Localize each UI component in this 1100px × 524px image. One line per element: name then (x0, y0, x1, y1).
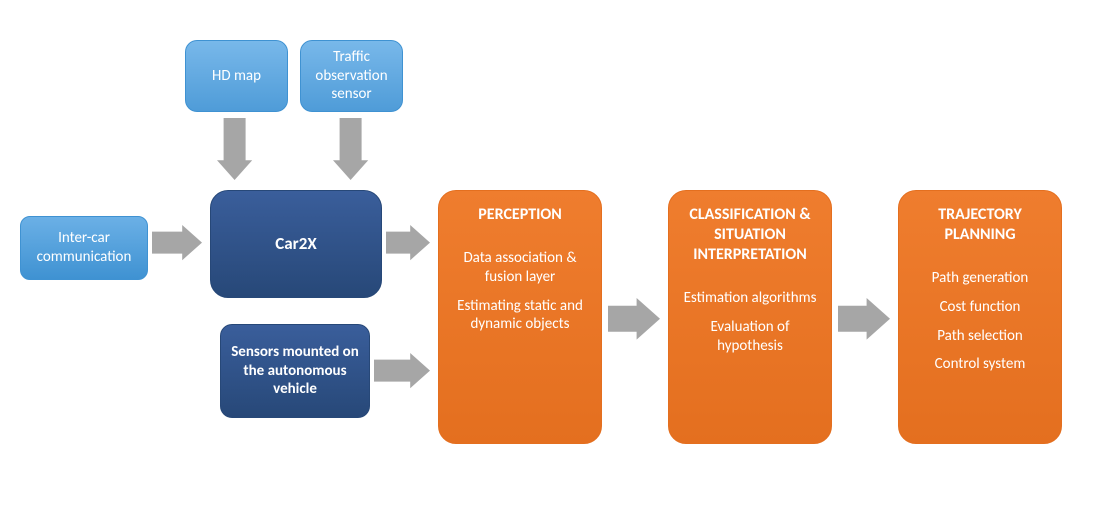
arrow-perception-to-classification (608, 298, 660, 340)
node-body-line: Cost function (932, 298, 1029, 317)
node-sensors: Sensors mounted on the autonomous vehicl… (220, 324, 370, 418)
node-body-line: Estimation algorithms (679, 289, 821, 308)
node-label: Sensors mounted on the autonomous vehicl… (231, 343, 359, 399)
node-classification: CLASSIFICATION & SITUATION INTERPRETATIO… (668, 190, 832, 444)
arrow-hdmap-to-car2x (217, 118, 252, 180)
arrow-traffic-to-car2x (333, 118, 368, 180)
node-perception: PERCEPTION Data association & fusion lay… (438, 190, 602, 444)
node-title: TRAJECTORY PLANNING (909, 205, 1051, 245)
arrow-intercar-to-car2x (152, 225, 202, 260)
arrow-car2x-to-perception (386, 225, 430, 260)
node-title: CLASSIFICATION & SITUATION INTERPRETATIO… (679, 205, 821, 265)
node-body-line: Path selection (932, 327, 1029, 346)
arrow-sensors-to-perception (374, 353, 430, 388)
node-label: Inter-car communication (31, 229, 137, 267)
node-label: HD map (212, 67, 261, 86)
node-hdmap: HD map (185, 40, 288, 112)
node-body-line: Path generation (932, 269, 1029, 288)
node-body-line: Estimating static and dynamic objects (449, 297, 591, 335)
node-traffic: Traffic observation sensor (300, 40, 403, 112)
node-body-line: Control system (932, 355, 1029, 374)
node-label: Traffic observation sensor (311, 48, 392, 104)
node-label: Car2X (275, 233, 316, 254)
node-car2x: Car2X (210, 190, 382, 298)
node-title: PERCEPTION (478, 205, 562, 225)
node-trajectory: TRAJECTORY PLANNING Path generation Cost… (898, 190, 1062, 444)
node-intercar: Inter-car communication (20, 216, 148, 280)
node-body-line: Data association & fusion layer (449, 249, 591, 287)
arrow-classification-to-trajectory (838, 298, 890, 340)
node-body-line: Evaluation of hypothesis (679, 318, 821, 356)
